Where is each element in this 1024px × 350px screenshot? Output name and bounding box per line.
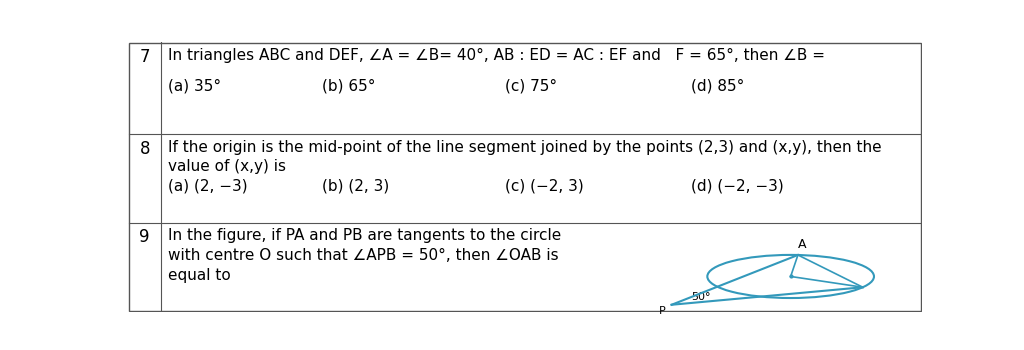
- Text: value of (x,y) is: value of (x,y) is: [168, 159, 286, 174]
- Text: (a) (2, −3): (a) (2, −3): [168, 179, 248, 194]
- Text: 8: 8: [139, 140, 150, 158]
- FancyBboxPatch shape: [129, 43, 921, 311]
- Text: A: A: [798, 238, 806, 251]
- Text: 9: 9: [139, 229, 150, 246]
- Text: (c) 75°: (c) 75°: [505, 78, 557, 93]
- Text: with centre O such that ∠APB = 50°, then ∠OAB is: with centre O such that ∠APB = 50°, then…: [168, 248, 558, 263]
- Text: (d) 85°: (d) 85°: [691, 78, 744, 93]
- Text: (b) 65°: (b) 65°: [323, 78, 376, 93]
- Text: In triangles ABC and DEF, ∠A = ∠B= 40°, AB : ED = AC : EF and   F = 65°, then ∠B: In triangles ABC and DEF, ∠A = ∠B= 40°, …: [168, 48, 824, 63]
- Text: If the origin is the mid-point of the line segment joined by the points (2,3) an: If the origin is the mid-point of the li…: [168, 140, 882, 155]
- Text: (b) (2, 3): (b) (2, 3): [323, 179, 390, 194]
- Text: P: P: [658, 306, 666, 316]
- Text: (c) (−2, 3): (c) (−2, 3): [505, 179, 584, 194]
- Text: (d) (−2, −3): (d) (−2, −3): [691, 179, 784, 194]
- Text: 7: 7: [139, 48, 150, 66]
- Text: equal to: equal to: [168, 268, 230, 283]
- Text: In the figure, if PA and PB are tangents to the circle: In the figure, if PA and PB are tangents…: [168, 229, 561, 244]
- Text: (a) 35°: (a) 35°: [168, 78, 221, 93]
- Text: 50°: 50°: [691, 292, 711, 302]
